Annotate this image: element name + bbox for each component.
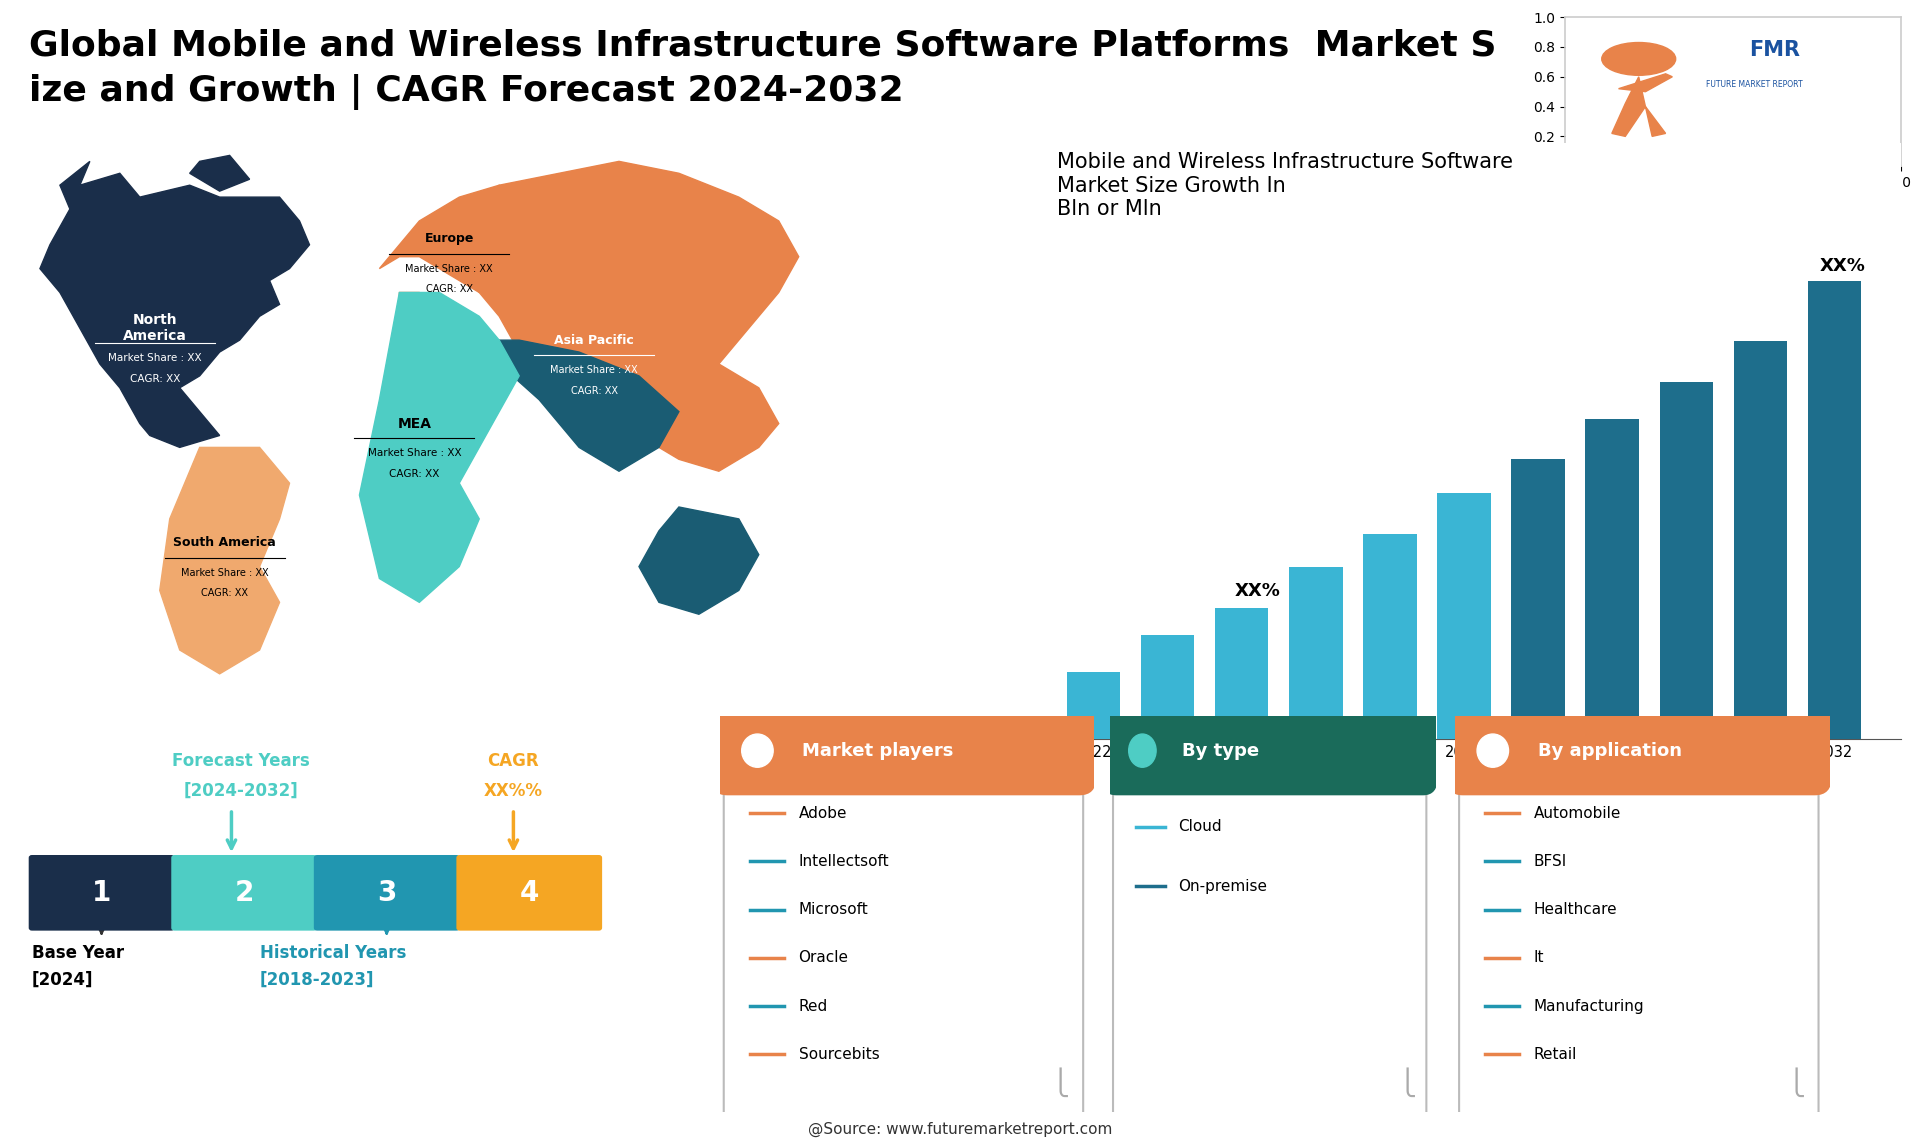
Text: Base Year: Base Year bbox=[33, 943, 125, 961]
Text: 2: 2 bbox=[234, 879, 253, 906]
Text: 3: 3 bbox=[376, 879, 396, 906]
Text: By type: By type bbox=[1181, 741, 1260, 760]
Polygon shape bbox=[459, 162, 799, 471]
FancyBboxPatch shape bbox=[313, 855, 459, 931]
Text: XX%: XX% bbox=[1235, 582, 1281, 599]
Text: Global Mobile and Wireless Infrastructure Software Platforms  Market S: Global Mobile and Wireless Infrastructur… bbox=[29, 29, 1496, 63]
Text: Historical Years: Historical Years bbox=[259, 943, 407, 961]
Polygon shape bbox=[639, 507, 758, 614]
Polygon shape bbox=[380, 186, 559, 292]
Circle shape bbox=[1476, 735, 1509, 768]
FancyBboxPatch shape bbox=[710, 706, 1096, 795]
Text: Oracle: Oracle bbox=[799, 950, 849, 965]
Text: 1: 1 bbox=[92, 879, 111, 906]
Text: Europe: Europe bbox=[424, 233, 474, 245]
Polygon shape bbox=[190, 156, 250, 191]
Text: ⎫: ⎫ bbox=[1784, 1066, 1801, 1096]
Bar bbox=[1363, 534, 1417, 739]
FancyBboxPatch shape bbox=[171, 855, 317, 931]
Text: Adobe: Adobe bbox=[799, 806, 847, 821]
Text: By application: By application bbox=[1538, 741, 1682, 760]
Text: Sourcebits: Sourcebits bbox=[799, 1046, 879, 1062]
Text: @Source: www.futuremarketreport.com: @Source: www.futuremarketreport.com bbox=[808, 1122, 1112, 1137]
Text: Healthcare: Healthcare bbox=[1534, 902, 1619, 917]
Polygon shape bbox=[40, 162, 309, 447]
Text: CAGR: XX: CAGR: XX bbox=[390, 469, 440, 479]
FancyBboxPatch shape bbox=[1102, 706, 1438, 795]
Text: Forecast Years: Forecast Years bbox=[173, 752, 309, 770]
FancyBboxPatch shape bbox=[1114, 774, 1427, 1115]
Text: Asia Pacific: Asia Pacific bbox=[555, 333, 634, 346]
Polygon shape bbox=[159, 447, 290, 674]
Text: Mobile and Wireless Infrastructure Software
Market Size Growth In
Bln or Mln: Mobile and Wireless Infrastructure Softw… bbox=[1056, 152, 1513, 219]
Bar bbox=[1438, 493, 1490, 739]
Bar bbox=[1068, 672, 1119, 739]
Text: [2024]: [2024] bbox=[33, 971, 94, 989]
Text: CAGR: XX: CAGR: XX bbox=[202, 588, 248, 598]
Polygon shape bbox=[480, 340, 680, 471]
Text: [2018-2023]: [2018-2023] bbox=[259, 971, 374, 989]
Text: CAGR: XX: CAGR: XX bbox=[570, 386, 618, 395]
Text: Market Share : XX: Market Share : XX bbox=[551, 364, 637, 375]
Polygon shape bbox=[1611, 77, 1665, 136]
Polygon shape bbox=[359, 292, 518, 603]
Text: North
America: North America bbox=[123, 313, 186, 344]
Text: Automobile: Automobile bbox=[1534, 806, 1620, 821]
Text: ⎫: ⎫ bbox=[1394, 1066, 1413, 1096]
Circle shape bbox=[1129, 735, 1156, 768]
Bar bbox=[1734, 342, 1788, 739]
Text: CAGR: CAGR bbox=[488, 752, 540, 770]
Text: On-premise: On-premise bbox=[1179, 879, 1267, 894]
Text: BFSI: BFSI bbox=[1534, 854, 1567, 869]
Text: XX%: XX% bbox=[1820, 258, 1866, 275]
Text: FUTURE MARKET REPORT: FUTURE MARKET REPORT bbox=[1707, 80, 1803, 88]
Text: Red: Red bbox=[799, 998, 828, 1013]
Text: Intellectsoft: Intellectsoft bbox=[799, 854, 889, 869]
Text: FMR: FMR bbox=[1749, 40, 1801, 60]
Text: XX%%: XX%% bbox=[484, 782, 543, 800]
Text: South America: South America bbox=[173, 536, 276, 549]
Text: Market Share : XX: Market Share : XX bbox=[367, 448, 461, 458]
Circle shape bbox=[1601, 42, 1676, 76]
Circle shape bbox=[741, 735, 774, 768]
Text: ⎫: ⎫ bbox=[1048, 1066, 1066, 1096]
Text: It: It bbox=[1534, 950, 1544, 965]
FancyBboxPatch shape bbox=[1446, 706, 1832, 795]
Text: Retail: Retail bbox=[1534, 1046, 1578, 1062]
Bar bbox=[1586, 419, 1640, 739]
Text: Microsoft: Microsoft bbox=[799, 902, 868, 917]
Text: Market players: Market players bbox=[803, 741, 954, 760]
FancyBboxPatch shape bbox=[457, 855, 603, 931]
Text: Manufacturing: Manufacturing bbox=[1534, 998, 1645, 1013]
Text: MEA: MEA bbox=[397, 416, 432, 431]
Polygon shape bbox=[1619, 73, 1672, 92]
Text: ize and Growth | CAGR Forecast 2024-2032: ize and Growth | CAGR Forecast 2024-2032 bbox=[29, 74, 904, 110]
Bar bbox=[1659, 382, 1713, 739]
Text: Market Share : XX: Market Share : XX bbox=[405, 264, 493, 274]
Text: Market Share : XX: Market Share : XX bbox=[180, 567, 269, 578]
FancyBboxPatch shape bbox=[724, 774, 1083, 1115]
Bar bbox=[1288, 567, 1342, 739]
Bar bbox=[1511, 460, 1565, 739]
Text: Market Share : XX: Market Share : XX bbox=[108, 353, 202, 363]
Text: [2024-2032]: [2024-2032] bbox=[184, 782, 298, 800]
Text: CAGR: XX: CAGR: XX bbox=[426, 284, 472, 295]
FancyBboxPatch shape bbox=[1459, 774, 1818, 1115]
Text: 4: 4 bbox=[520, 879, 540, 906]
Bar bbox=[1140, 635, 1194, 739]
FancyBboxPatch shape bbox=[29, 855, 175, 931]
Bar bbox=[1215, 607, 1269, 739]
Polygon shape bbox=[399, 292, 440, 328]
Text: Cloud: Cloud bbox=[1179, 819, 1221, 834]
Text: CAGR: XX: CAGR: XX bbox=[129, 374, 180, 384]
Bar bbox=[1809, 281, 1860, 739]
